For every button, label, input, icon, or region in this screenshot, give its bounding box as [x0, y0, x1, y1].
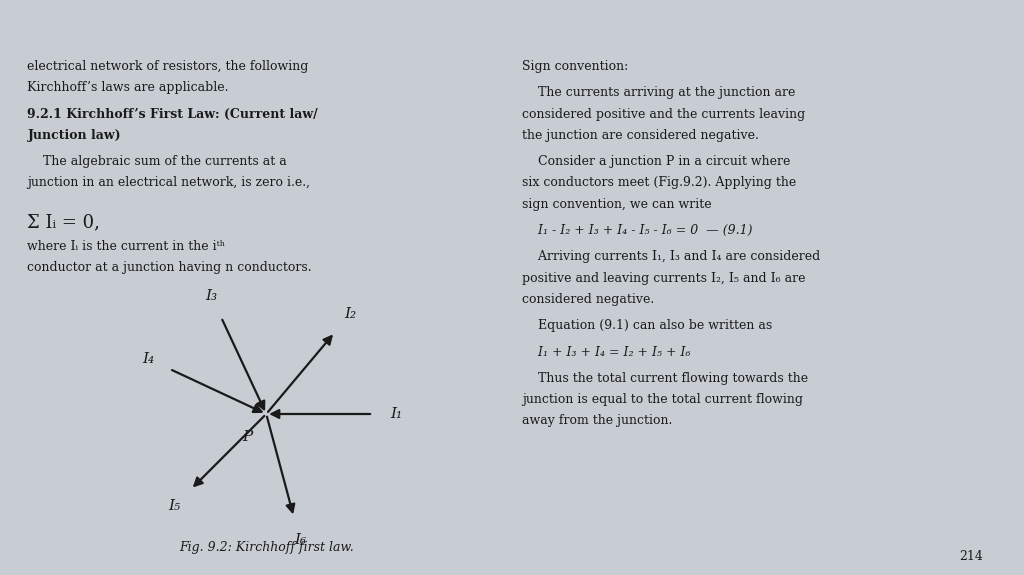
Text: I₃: I₃: [205, 289, 217, 303]
Text: sign convention, we can write: sign convention, we can write: [522, 198, 712, 210]
Text: the junction are considered negative.: the junction are considered negative.: [522, 129, 759, 142]
Text: away from the junction.: away from the junction.: [522, 415, 672, 427]
Text: I₄: I₄: [142, 352, 155, 366]
Text: I₁ + I₃ + I₄ = I₂ + I₅ + I₆: I₁ + I₃ + I₄ = I₂ + I₅ + I₆: [522, 346, 690, 359]
Text: I₆: I₆: [294, 533, 306, 547]
Text: 214: 214: [959, 550, 983, 564]
Text: considered positive and the currents leaving: considered positive and the currents lea…: [522, 108, 805, 121]
Text: Junction law): Junction law): [28, 129, 121, 142]
Text: Kirchhoff’s laws are applicable.: Kirchhoff’s laws are applicable.: [28, 81, 229, 94]
Text: Sign convention:: Sign convention:: [522, 60, 628, 73]
Text: where Iᵢ is the current in the iᵗʰ: where Iᵢ is the current in the iᵗʰ: [28, 240, 225, 253]
Text: Arriving currents I₁, I₃ and I₄ are considered: Arriving currents I₁, I₃ and I₄ are cons…: [522, 251, 820, 263]
Text: The algebraic sum of the currents at a: The algebraic sum of the currents at a: [28, 155, 287, 168]
Text: junction in an electrical network, is zero i.e.,: junction in an electrical network, is ze…: [28, 177, 310, 189]
Text: The currents arriving at the junction are: The currents arriving at the junction ar…: [522, 86, 796, 99]
Text: junction is equal to the total current flowing: junction is equal to the total current f…: [522, 393, 803, 407]
Text: conductor at a junction having n conductors.: conductor at a junction having n conduct…: [28, 261, 312, 274]
Text: Fig. 9.2: Kirchhoff first law.: Fig. 9.2: Kirchhoff first law.: [179, 541, 353, 554]
Text: 9.2.1 Kirchhoff’s First Law: (Current law/: 9.2.1 Kirchhoff’s First Law: (Current la…: [28, 108, 318, 121]
Text: Σ Iᵢ = 0,: Σ Iᵢ = 0,: [28, 213, 100, 232]
Text: P: P: [242, 431, 252, 444]
Text: I₁ - I₂ + I₃ + I₄ - I₅ - I₆ = 0  — (9.1): I₁ - I₂ + I₃ + I₄ - I₅ - I₆ = 0 — (9.1): [522, 224, 753, 237]
Text: Consider a junction P in a circuit where: Consider a junction P in a circuit where: [522, 155, 791, 168]
Text: I₂: I₂: [344, 307, 356, 321]
Text: considered negative.: considered negative.: [522, 293, 654, 306]
Text: I₅: I₅: [168, 499, 180, 513]
Text: Equation (9.1) can also be written as: Equation (9.1) can also be written as: [522, 319, 772, 332]
Text: I₁: I₁: [390, 407, 402, 421]
Text: six conductors meet (Fig.9.2). Applying the: six conductors meet (Fig.9.2). Applying …: [522, 177, 796, 189]
Text: electrical network of resistors, the following: electrical network of resistors, the fol…: [28, 60, 309, 73]
Text: positive and leaving currents I₂, I₅ and I₆ are: positive and leaving currents I₂, I₅ and…: [522, 271, 805, 285]
Text: Thus the total current flowing towards the: Thus the total current flowing towards t…: [522, 372, 808, 385]
